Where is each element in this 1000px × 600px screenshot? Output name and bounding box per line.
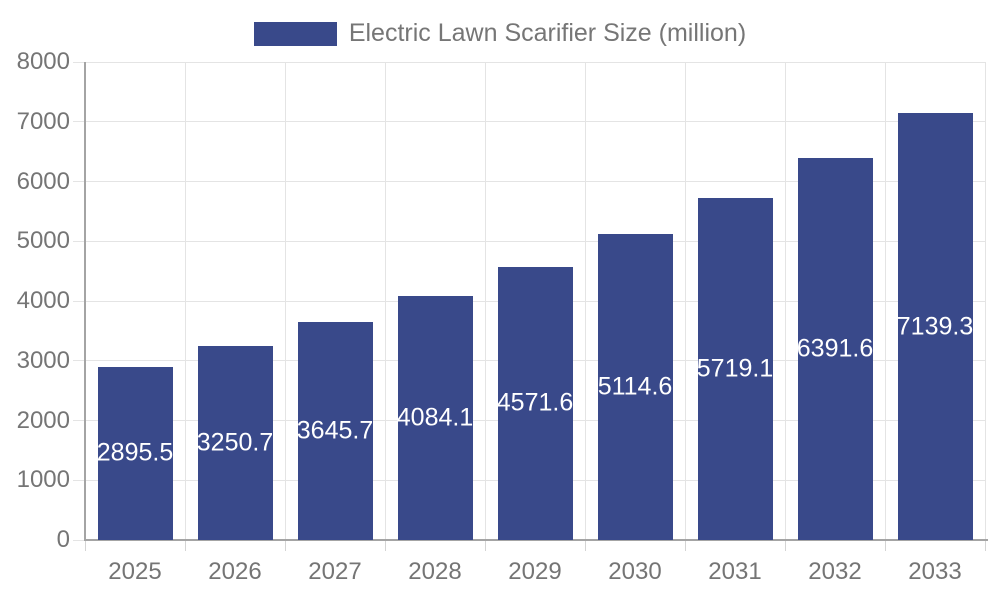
- horizontal-gridline: [85, 121, 985, 123]
- legend-item[interactable]: Electric Lawn Scarifier Size (million): [253, 19, 747, 48]
- bar-value-label: 4571.6: [496, 388, 574, 417]
- legend-swatch: [253, 21, 337, 46]
- y-axis-tick: [73, 300, 85, 302]
- x-axis-tick: [284, 541, 286, 551]
- x-axis-label: 2032: [808, 558, 862, 585]
- bar-value-label: 5114.6: [597, 372, 673, 401]
- y-axis-label: 4000: [16, 287, 70, 314]
- bar-2025: 2895.5: [96, 366, 174, 540]
- y-axis-label: 1000: [16, 466, 70, 494]
- y-axis-label: 3000: [16, 346, 70, 374]
- legend-label: Electric Lawn Scarifier Size (million): [348, 19, 747, 47]
- vertical-gridline: [984, 62, 986, 540]
- y-axis-label: 5000: [16, 227, 70, 255]
- plot-area: 0 1000 2000 3000 4000 5000 6000 7000 8000 2895.5 2…: [17, 50, 988, 585]
- bar-2028: 4084.1: [396, 295, 474, 540]
- y-axis-tick: [73, 61, 85, 63]
- bar-value-label: 3645.7: [296, 416, 374, 445]
- bar-2026: 3250.7: [196, 345, 274, 540]
- bar-2032: 6391.6: [796, 158, 874, 540]
- x-axis-tick: [784, 541, 786, 551]
- y-axis-label: 6000: [16, 167, 70, 195]
- horizontal-gridline: [85, 61, 985, 63]
- x-axis-tick: [984, 541, 986, 551]
- x-axis-tick: [584, 541, 586, 551]
- x-axis-tick: [884, 541, 886, 551]
- x-axis-line: [84, 539, 988, 541]
- bar-value-label: 6391.6: [796, 334, 874, 363]
- x-axis-tick: [184, 541, 186, 551]
- y-axis-tick: [73, 240, 85, 242]
- bar-2030: 5114.6: [597, 234, 673, 540]
- x-axis-label: 2031: [708, 558, 762, 585]
- x-axis-label: 2028: [408, 558, 462, 585]
- y-axis-tick: [73, 181, 85, 182]
- horizontal-gridline: [85, 240, 985, 242]
- bar-2033: 7139.3: [896, 113, 974, 540]
- x-axis-label: 2033: [908, 558, 962, 585]
- y-axis-tick: [73, 539, 85, 541]
- y-axis-label: 2000: [16, 406, 70, 434]
- y-axis-tick: [73, 121, 85, 123]
- y-axis-tick: [73, 360, 85, 362]
- x-axis-label: 2030: [608, 558, 662, 585]
- bar-2031: 5719.1: [696, 198, 774, 540]
- y-axis-label: 7000: [16, 107, 70, 135]
- x-axis-label: 2027: [308, 558, 362, 585]
- bar-value-label: 7139.3: [896, 312, 974, 341]
- bar-2029: 4571.6: [496, 266, 574, 540]
- y-axis-tick: [73, 479, 85, 481]
- bar-value-label: 3250.7: [196, 428, 274, 457]
- x-axis-tick: [84, 541, 86, 551]
- x-axis-label: 2025: [108, 558, 162, 585]
- bar-value-label: 5719.1: [696, 354, 774, 383]
- x-axis-tick: [684, 541, 686, 551]
- x-axis-tick: [384, 541, 386, 551]
- horizontal-gridline: [85, 181, 985, 182]
- bar-value-label: 4084.1: [396, 403, 474, 432]
- bar-2027: 3645.7: [296, 322, 374, 540]
- x-axis-label: 2029: [508, 558, 562, 585]
- y-axis-line: [84, 62, 86, 540]
- y-axis-tick: [73, 420, 85, 421]
- y-axis-label: 8000: [16, 48, 70, 75]
- bar-value-label: 2895.5: [96, 438, 174, 467]
- y-axis-label: 0: [56, 526, 70, 553]
- x-axis-label: 2026: [208, 558, 262, 585]
- x-axis-tick: [484, 541, 486, 551]
